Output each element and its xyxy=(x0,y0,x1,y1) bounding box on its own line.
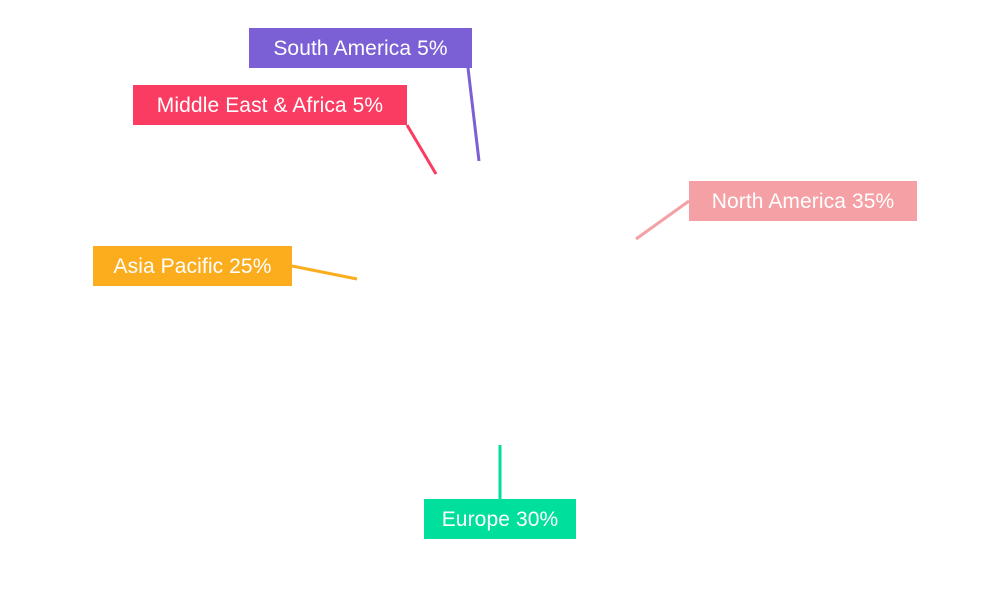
slice-label-north-america[interactable]: North America 35% xyxy=(689,181,917,221)
slice-label-middle-east-africa[interactable]: Middle East & Africa 5% xyxy=(133,85,407,125)
leader-line xyxy=(466,67,481,162)
slice-label-asia-pacific[interactable]: Asia Pacific 25% xyxy=(93,246,292,286)
leader-line xyxy=(291,264,358,281)
slice-label-south-america[interactable]: South America 5% xyxy=(249,28,472,68)
leader-lines-group xyxy=(291,67,690,499)
leader-line xyxy=(635,199,690,241)
slice-label-text: Middle East & Africa 5% xyxy=(156,93,384,117)
slice-label-text: South America 5% xyxy=(273,36,448,60)
slice-label-text: North America 35% xyxy=(711,189,895,213)
slice-label-text: Asia Pacific 25% xyxy=(113,254,272,278)
leader-line xyxy=(405,124,438,175)
slice-label-text: Europe 30% xyxy=(441,507,559,531)
slice-label-europe[interactable]: Europe 30% xyxy=(424,499,576,539)
